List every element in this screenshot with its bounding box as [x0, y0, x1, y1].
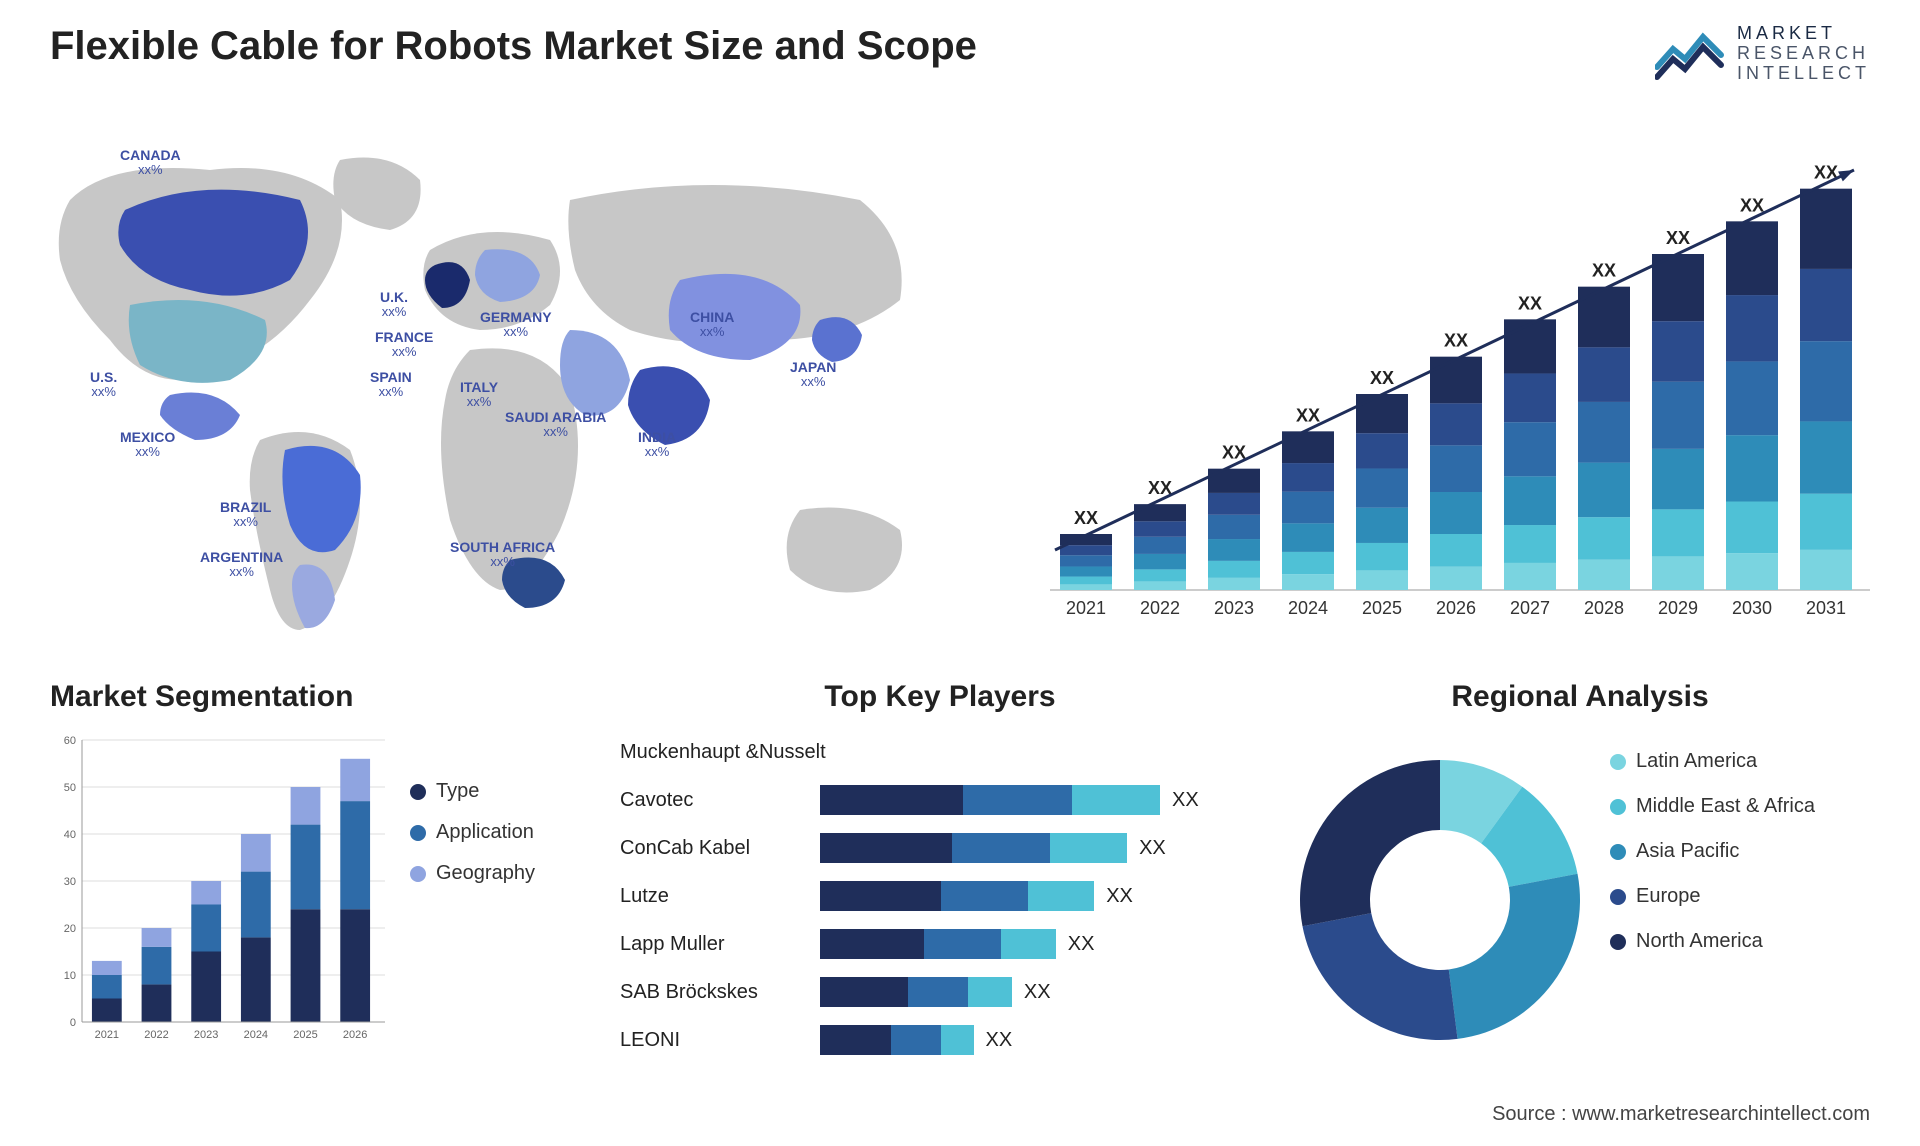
key-players-list: Muckenhaupt &NusseltCavotec XXConCab Kab…: [620, 730, 1260, 1066]
svg-text:50: 50: [64, 782, 76, 794]
svg-text:XX: XX: [1740, 195, 1764, 215]
map-label-mexico: MEXICOxx%: [120, 430, 175, 460]
svg-text:XX: XX: [1444, 331, 1468, 351]
svg-text:2025: 2025: [1362, 598, 1402, 618]
kp-row-lutze: Lutze XX: [620, 874, 1260, 918]
logo-mark-icon: [1655, 27, 1725, 81]
svg-text:2027: 2027: [1510, 598, 1550, 618]
svg-text:2024: 2024: [1288, 598, 1328, 618]
svg-text:2021: 2021: [1066, 598, 1106, 618]
region-legend-asia-pacific: Asia Pacific: [1610, 840, 1815, 863]
key-players-panel: Top Key Players Muckenhaupt &NusseltCavo…: [620, 680, 1260, 1100]
svg-text:20: 20: [64, 923, 76, 935]
svg-text:2021: 2021: [95, 1029, 119, 1041]
market-segmentation-panel: Market Segmentation 0 10 20 30 40 50 60 2021 202…: [50, 680, 590, 1100]
regional-analysis-panel: Regional Analysis Latin America Middle Ea…: [1290, 680, 1870, 1100]
svg-text:XX: XX: [1074, 508, 1098, 528]
region-legend-middle-east-africa: Middle East & Africa: [1610, 795, 1815, 818]
map-label-brazil: BRAZILxx%: [220, 500, 271, 530]
world-map: CANADAxx% U.S.xx% MEXICOxx% BRAZILxx% ARGENT…: [30, 130, 950, 650]
map-label-germany: GERMANYxx%: [480, 310, 552, 340]
svg-text:2028: 2028: [1584, 598, 1624, 618]
map-label-u-s-: U.S.xx%: [90, 370, 117, 400]
segmentation-chart: 0 10 20 30 40 50 60 2021 2022 2023 2024 2025 2026: [50, 730, 390, 1050]
seg-legend-application: Application: [410, 821, 535, 844]
map-label-argentina: ARGENTINAxx%: [200, 550, 283, 580]
map-label-france: FRANCExx%: [375, 330, 433, 360]
segmentation-legend: Type Application Geography: [410, 780, 535, 903]
region-legend-latin-america: Latin America: [1610, 750, 1815, 773]
source-attribution: Source : www.marketresearchintellect.com: [1492, 1103, 1870, 1126]
map-label-spain: SPAINxx%: [370, 370, 412, 400]
regional-title: Regional Analysis: [1290, 680, 1870, 714]
svg-text:2025: 2025: [293, 1029, 317, 1041]
svg-text:2026: 2026: [1436, 598, 1476, 618]
regional-legend: Latin America Middle East & Africa Asia Pa…: [1610, 750, 1815, 975]
svg-text:40: 40: [64, 829, 76, 841]
kp-row-cavotec: Cavotec XX: [620, 778, 1260, 822]
svg-text:XX: XX: [1518, 293, 1542, 313]
svg-text:XX: XX: [1370, 368, 1394, 388]
svg-text:2022: 2022: [144, 1029, 168, 1041]
map-label-u-k-: U.K.xx%: [380, 290, 408, 320]
svg-text:XX: XX: [1666, 228, 1690, 248]
region-legend-europe: Europe: [1610, 885, 1815, 908]
kp-row-sab-br-ckskes: SAB Bröckskes XX: [620, 970, 1260, 1014]
segmentation-title: Market Segmentation: [50, 680, 590, 714]
svg-text:2023: 2023: [194, 1029, 218, 1041]
svg-text:2022: 2022: [1140, 598, 1180, 618]
kp-top-label: Muckenhaupt &Nusselt: [620, 730, 1260, 774]
logo-line1: MARKET: [1737, 24, 1870, 44]
svg-text:XX: XX: [1592, 261, 1616, 281]
kp-row-concab-kabel: ConCab Kabel XX: [620, 826, 1260, 870]
kp-row-lapp-muller: Lapp Muller XX: [620, 922, 1260, 966]
key-players-title: Top Key Players: [620, 680, 1260, 714]
svg-text:2023: 2023: [1214, 598, 1254, 618]
map-label-italy: ITALYxx%: [460, 380, 498, 410]
page-title: Flexible Cable for Robots Market Size an…: [50, 24, 977, 69]
svg-text:2031: 2031: [1806, 598, 1846, 618]
logo-line3: INTELLECT: [1737, 64, 1870, 84]
svg-text:XX: XX: [1296, 405, 1320, 425]
svg-text:2024: 2024: [244, 1029, 268, 1041]
map-label-india: INDIAxx%: [638, 430, 676, 460]
seg-legend-type: Type: [410, 780, 535, 803]
brand-logo: MARKET RESEARCH INTELLECT: [1655, 24, 1870, 83]
regional-donut: [1290, 750, 1590, 1050]
logo-line2: RESEARCH: [1737, 44, 1870, 64]
map-label-saudi-arabia: SAUDI ARABIAxx%: [505, 410, 606, 440]
main-growth-chart: XX 2021 XX 2022 XX 2023 XX 2024 XX 2025 XX 2026 XX 20…: [1030, 140, 1880, 640]
region-legend-north-america: North America: [1610, 930, 1815, 953]
map-label-south-africa: SOUTH AFRICAxx%: [450, 540, 555, 570]
svg-text:2029: 2029: [1658, 598, 1698, 618]
svg-text:10: 10: [64, 970, 76, 982]
svg-text:30: 30: [64, 876, 76, 888]
svg-text:2030: 2030: [1732, 598, 1772, 618]
map-label-canada: CANADAxx%: [120, 148, 181, 178]
kp-row-leoni: LEONI XX: [620, 1018, 1260, 1062]
svg-text:2026: 2026: [343, 1029, 367, 1041]
map-label-japan: JAPANxx%: [790, 360, 836, 390]
map-label-china: CHINAxx%: [690, 310, 734, 340]
seg-legend-geography: Geography: [410, 862, 535, 885]
svg-text:0: 0: [70, 1017, 76, 1029]
svg-text:60: 60: [64, 735, 76, 747]
